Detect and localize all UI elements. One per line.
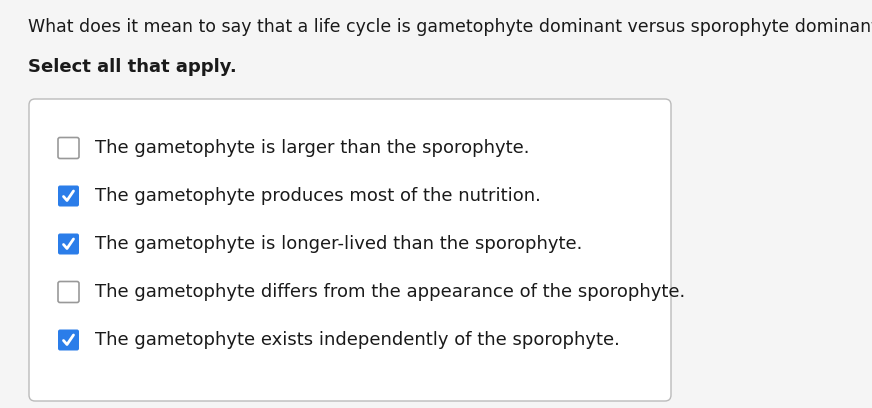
FancyBboxPatch shape	[29, 99, 671, 401]
Text: The gametophyte differs from the appearance of the sporophyte.: The gametophyte differs from the appeara…	[95, 283, 685, 301]
Text: The gametophyte is longer-lived than the sporophyte.: The gametophyte is longer-lived than the…	[95, 235, 582, 253]
Text: The gametophyte is larger than the sporophyte.: The gametophyte is larger than the sporo…	[95, 139, 529, 157]
FancyBboxPatch shape	[58, 186, 79, 206]
Text: Select all that apply.: Select all that apply.	[28, 58, 237, 76]
Text: The gametophyte produces most of the nutrition.: The gametophyte produces most of the nut…	[95, 187, 541, 205]
FancyBboxPatch shape	[58, 282, 79, 302]
Text: What does it mean to say that a life cycle is gametophyte dominant versus sporop: What does it mean to say that a life cyc…	[28, 18, 872, 36]
FancyBboxPatch shape	[58, 233, 79, 255]
FancyBboxPatch shape	[58, 137, 79, 158]
Text: The gametophyte exists independently of the sporophyte.: The gametophyte exists independently of …	[95, 331, 620, 349]
FancyBboxPatch shape	[58, 330, 79, 350]
